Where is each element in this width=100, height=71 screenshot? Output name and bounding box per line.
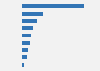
Bar — [22, 19, 37, 23]
Bar — [22, 26, 33, 30]
Bar — [22, 41, 30, 45]
Bar — [22, 12, 43, 16]
Bar — [22, 55, 27, 59]
Bar — [22, 48, 28, 52]
Bar — [22, 4, 84, 8]
Bar — [22, 63, 24, 67]
Bar — [22, 34, 31, 37]
